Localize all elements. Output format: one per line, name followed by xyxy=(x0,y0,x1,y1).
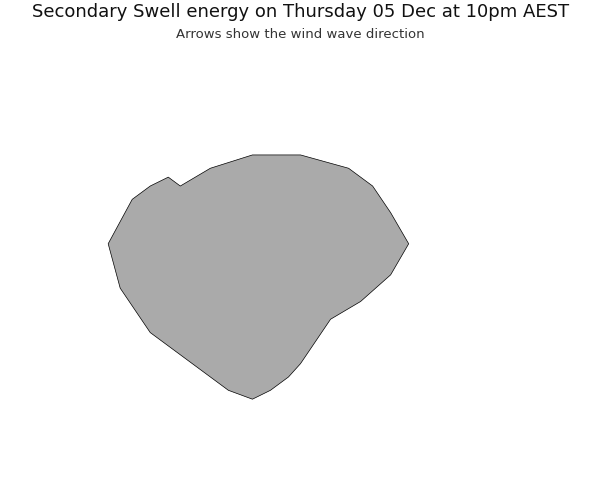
Text: Arrows show the wind wave direction: Arrows show the wind wave direction xyxy=(176,28,425,41)
Polygon shape xyxy=(108,155,409,399)
Text: Secondary Swell energy on Thursday 05 Dec at 10pm AEST: Secondary Swell energy on Thursday 05 De… xyxy=(32,3,569,21)
